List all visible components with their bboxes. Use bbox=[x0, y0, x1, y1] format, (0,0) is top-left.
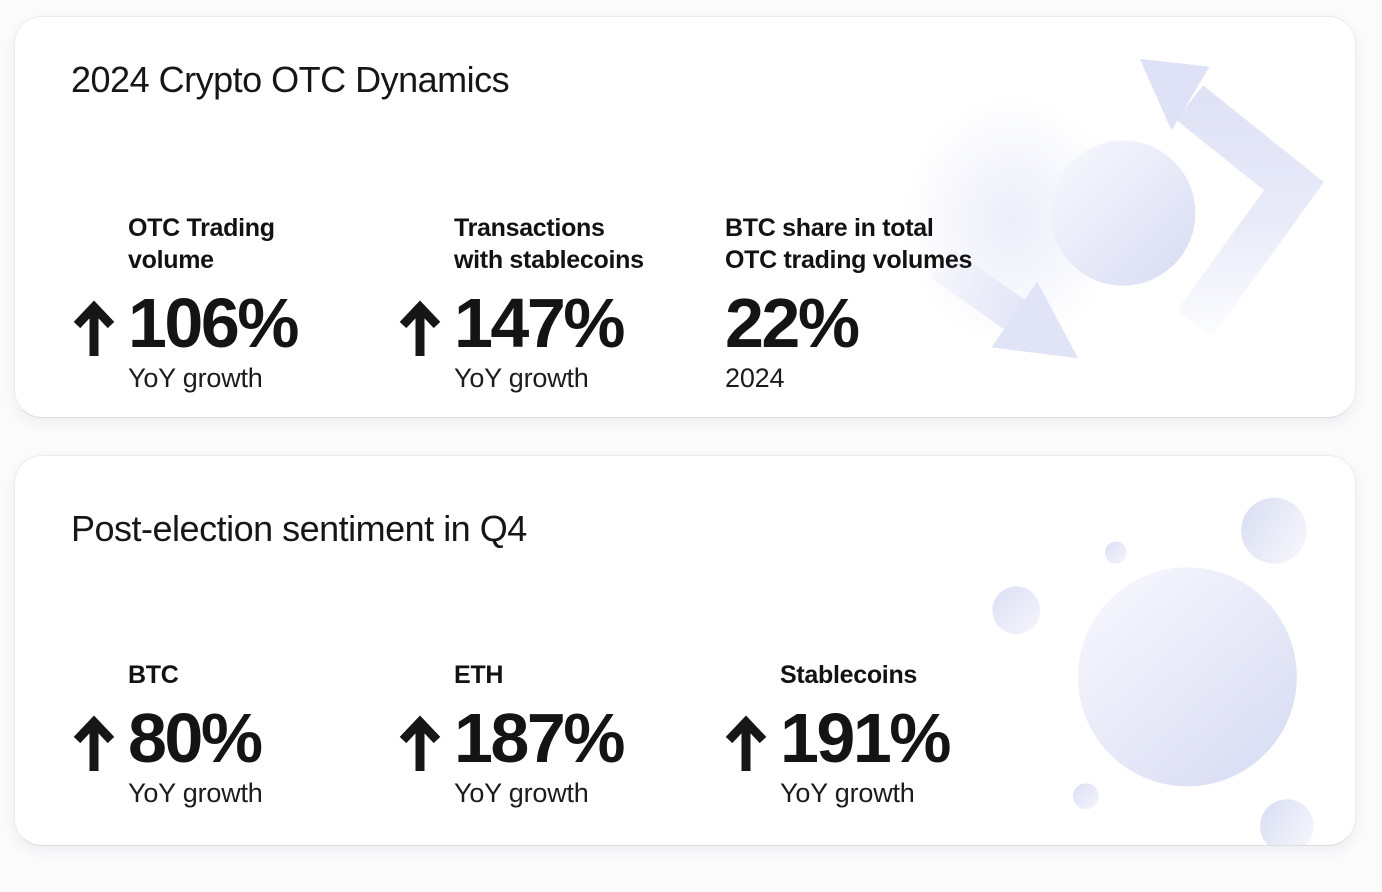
stats-row: OTC Trading volume 106% YoY growth Trans… bbox=[15, 212, 1355, 393]
stat-btc: BTC 80% YoY growth bbox=[73, 659, 399, 808]
stat-caption: 2024 bbox=[725, 363, 785, 393]
stat-eth: ETH 187% YoY growth bbox=[399, 659, 725, 808]
stat-value: 80% bbox=[128, 699, 263, 777]
stat-value: 147% bbox=[454, 284, 626, 362]
stat-label: ETH bbox=[454, 661, 504, 689]
otc-dynamics-card: 2024 Crypto OTC Dynamics OTC Trading vol… bbox=[14, 16, 1356, 418]
stat-caption: YoY growth bbox=[780, 778, 915, 808]
up-arrow-icon bbox=[399, 715, 441, 771]
stat-value: 22% bbox=[725, 284, 860, 362]
up-arrow-icon bbox=[73, 715, 115, 771]
stat-value: 106% bbox=[128, 284, 300, 362]
stat-label: Stablecoins bbox=[780, 661, 918, 689]
stat-label: BTC bbox=[128, 661, 179, 689]
stat-caption: YoY growth bbox=[454, 363, 589, 393]
stat-label: OTC Trading volume bbox=[128, 214, 275, 274]
stat-btc-share: BTC share in total OTC trading volumes 2… bbox=[725, 212, 1355, 393]
card-title: 2024 Crypto OTC Dynamics bbox=[71, 59, 510, 100]
stats-row: BTC 80% YoY growth ETH 187% YoY growth S… bbox=[15, 659, 1355, 808]
stat-stablecoin-transactions: Transactions with stablecoins 147% YoY g… bbox=[399, 212, 725, 393]
stat-value: 187% bbox=[454, 699, 626, 777]
stat-caption: YoY growth bbox=[128, 363, 263, 393]
stat-label: Transactions with stablecoins bbox=[454, 214, 644, 274]
stat-value: 191% bbox=[780, 699, 952, 777]
bubble bbox=[992, 586, 1041, 635]
stat-caption: YoY growth bbox=[128, 778, 263, 808]
stat-otc-trading-volume: OTC Trading volume 106% YoY growth bbox=[73, 212, 399, 393]
stat-label: BTC share in total OTC trading volumes bbox=[725, 214, 973, 274]
up-arrow-icon bbox=[399, 300, 441, 356]
stat-stablecoins: Stablecoins 191% YoY growth bbox=[725, 659, 1355, 808]
card-title: Post-election sentiment in Q4 bbox=[71, 508, 527, 549]
up-arrow-icon bbox=[73, 300, 115, 356]
post-election-sentiment-card: Post-election sentiment in Q4 BTC 80% Yo… bbox=[14, 455, 1356, 846]
stat-caption: YoY growth bbox=[454, 778, 589, 808]
up-arrow-icon bbox=[725, 715, 767, 771]
